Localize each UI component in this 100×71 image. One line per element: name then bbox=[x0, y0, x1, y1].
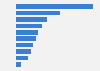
Bar bbox=[16, 17, 47, 22]
Bar bbox=[16, 4, 93, 9]
Bar bbox=[16, 24, 42, 28]
Bar bbox=[16, 62, 21, 67]
Bar bbox=[16, 11, 60, 15]
Bar bbox=[16, 56, 28, 60]
Bar bbox=[16, 36, 36, 41]
Bar bbox=[16, 43, 33, 47]
Bar bbox=[16, 30, 38, 35]
Bar bbox=[16, 49, 30, 54]
